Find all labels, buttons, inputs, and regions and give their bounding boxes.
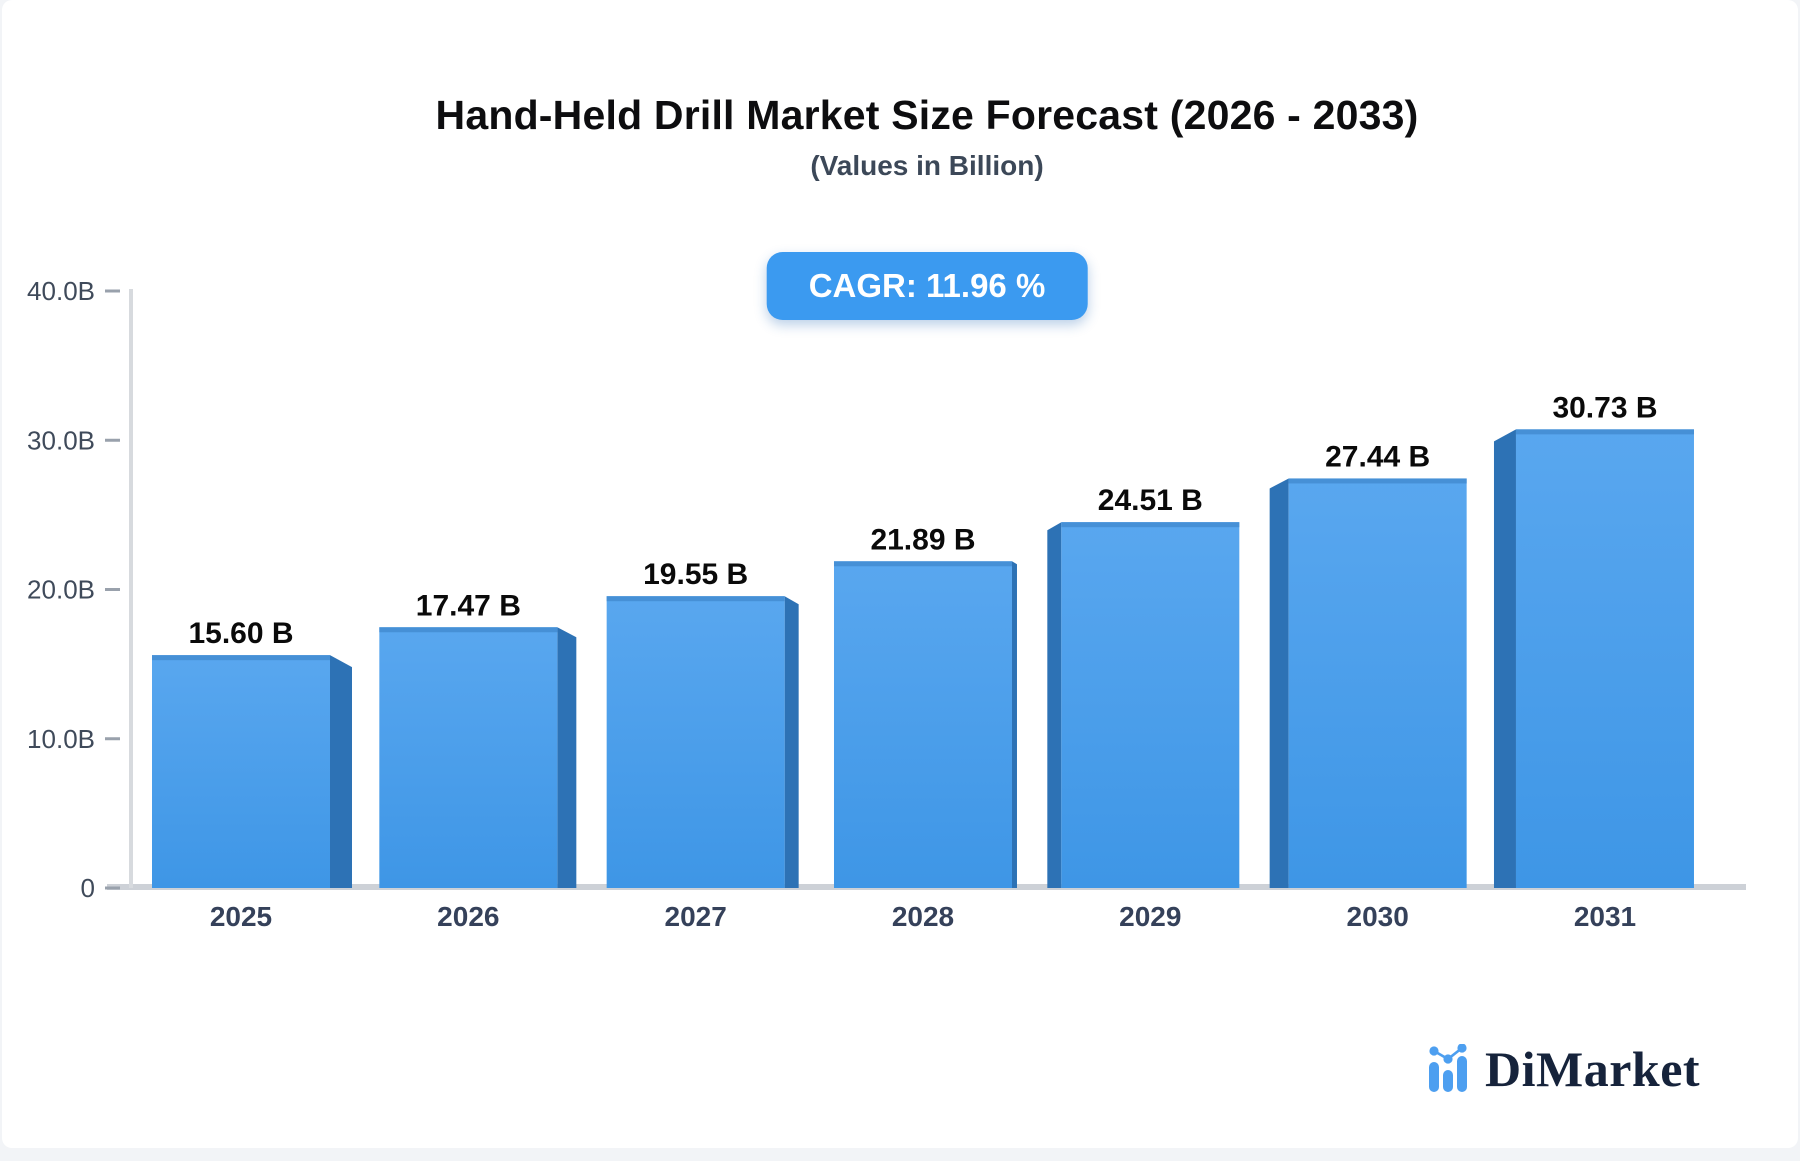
y-tick-label: 0 <box>81 873 95 903</box>
bar-2028 <box>834 561 1012 888</box>
y-tick-label: 40.0B <box>27 276 95 306</box>
y-tick-dash <box>105 887 120 890</box>
bar-value-label: 19.55 B <box>643 558 748 591</box>
bar-2027 <box>607 596 785 888</box>
bar-side-2029 <box>1047 522 1061 888</box>
x-axis-label: 2029 <box>1119 901 1181 932</box>
bar-2031 <box>1516 429 1694 888</box>
y-tick-label: 20.0B <box>27 575 95 605</box>
bar-2025 <box>152 655 330 888</box>
bar-top-edge-2031 <box>1516 429 1694 434</box>
dimarket-logo-text: DiMarket <box>1485 1040 1700 1098</box>
bar-side-2025 <box>330 655 352 888</box>
bar-top-edge-2027 <box>607 596 785 601</box>
x-axis-label: 2030 <box>1347 901 1409 932</box>
y-tick-dash <box>105 439 120 442</box>
y-tick-dash <box>105 290 120 293</box>
bar-top-edge-2030 <box>1289 478 1467 483</box>
bar-top-edge-2029 <box>1061 522 1239 527</box>
x-axis-label: 2025 <box>210 901 272 932</box>
bar-side-2026 <box>557 627 576 888</box>
bar-top-edge-2025 <box>152 655 330 660</box>
x-axis-label: 2026 <box>437 901 499 932</box>
y-tick-label: 30.0B <box>27 425 95 455</box>
bar-side-2031 <box>1494 429 1516 888</box>
y-tick-dash <box>105 588 120 591</box>
x-axis-label: 2031 <box>1574 901 1636 932</box>
x-axis-label: 2028 <box>892 901 954 932</box>
y-axis-line <box>129 289 133 888</box>
bar-2029 <box>1061 522 1239 888</box>
bar-side-2027 <box>785 596 799 888</box>
bar-value-label: 21.89 B <box>870 523 975 556</box>
x-axis-label: 2027 <box>665 901 727 932</box>
bar-value-label: 27.44 B <box>1325 440 1430 473</box>
bar-value-label: 17.47 B <box>416 589 521 622</box>
bar-side-2028 <box>1012 561 1017 888</box>
dimarket-logo: DiMarket <box>1426 1040 1700 1098</box>
bar-top-edge-2026 <box>379 627 557 632</box>
dimarket-logo-icon <box>1426 1044 1472 1094</box>
bar-side-2030 <box>1270 478 1289 888</box>
y-tick-dash <box>105 737 120 740</box>
bar-2026 <box>379 627 557 888</box>
y-tick-label: 10.0B <box>27 724 95 754</box>
bar-2030 <box>1289 478 1467 888</box>
bar-value-label: 24.51 B <box>1098 484 1203 517</box>
bar-value-label: 30.73 B <box>1552 391 1657 424</box>
bar-top-edge-2028 <box>834 561 1012 566</box>
bar-value-label: 15.60 B <box>188 617 293 650</box>
